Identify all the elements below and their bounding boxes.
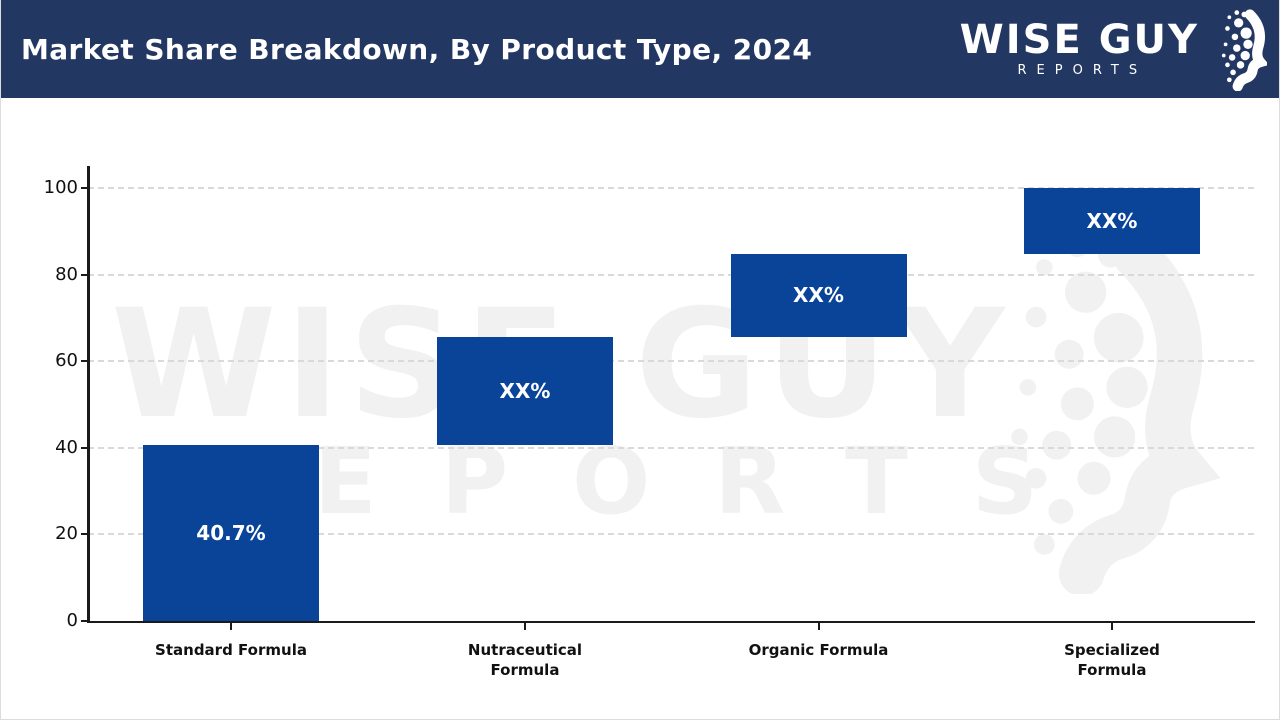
bar: XX% xyxy=(1024,188,1200,254)
y-tick-mark xyxy=(81,360,88,363)
brand-logo: WISE GUY REPORTS xyxy=(960,7,1267,91)
x-tick-mark xyxy=(817,623,820,630)
bar: 40.7% xyxy=(143,444,319,621)
brand-logo-name: WISE GUY xyxy=(959,17,1199,63)
gridline xyxy=(88,360,1254,363)
x-tick-mark xyxy=(524,623,526,630)
x-axis-tick-label: Nutraceutical Formula xyxy=(467,641,583,679)
y-axis-tick-label: 40 xyxy=(55,436,78,458)
bar-value-label: XX% xyxy=(499,378,551,403)
y-axis-tick-label: 80 xyxy=(55,263,78,285)
header-band: Market Share Breakdown, By Product Type,… xyxy=(1,0,1279,98)
bar-value-label: XX% xyxy=(1086,208,1138,233)
x-axis-tick-label: Standard Formula xyxy=(155,641,307,659)
y-tick-mark xyxy=(81,533,88,536)
bar: XX% xyxy=(730,253,907,337)
x-axis-line xyxy=(87,620,1255,623)
bar: XX% xyxy=(437,336,613,445)
brand-logo-text: WISE GUY REPORTS xyxy=(960,20,1199,78)
y-axis-line xyxy=(87,166,90,623)
gridline xyxy=(88,187,1254,189)
x-tick-mark xyxy=(1111,623,1113,630)
x-tick-mark xyxy=(230,623,232,630)
gridline xyxy=(88,533,1254,536)
y-tick-mark xyxy=(81,620,88,622)
y-axis-tick-label: 100 xyxy=(43,177,78,198)
bar-value-label: XX% xyxy=(793,283,844,308)
y-axis-tick-label: 60 xyxy=(55,350,78,372)
gridline xyxy=(88,273,1254,276)
gridline xyxy=(88,446,1254,449)
brand-logo-subtitle: REPORTS xyxy=(1017,63,1148,78)
y-tick-mark xyxy=(81,187,88,189)
page-title: Market Share Breakdown, By Product Type,… xyxy=(21,32,813,66)
bar-value-label: 40.7% xyxy=(196,520,266,545)
y-tick-mark xyxy=(81,446,88,449)
y-axis-tick-label: 0 xyxy=(66,610,78,631)
brand-face-icon xyxy=(1221,9,1267,91)
x-axis-tick-label: Specialized Formula xyxy=(1064,641,1160,679)
y-tick-mark xyxy=(81,273,88,276)
x-axis-tick-label: Organic Formula xyxy=(748,641,889,659)
y-axis-tick-label: 20 xyxy=(55,523,78,545)
